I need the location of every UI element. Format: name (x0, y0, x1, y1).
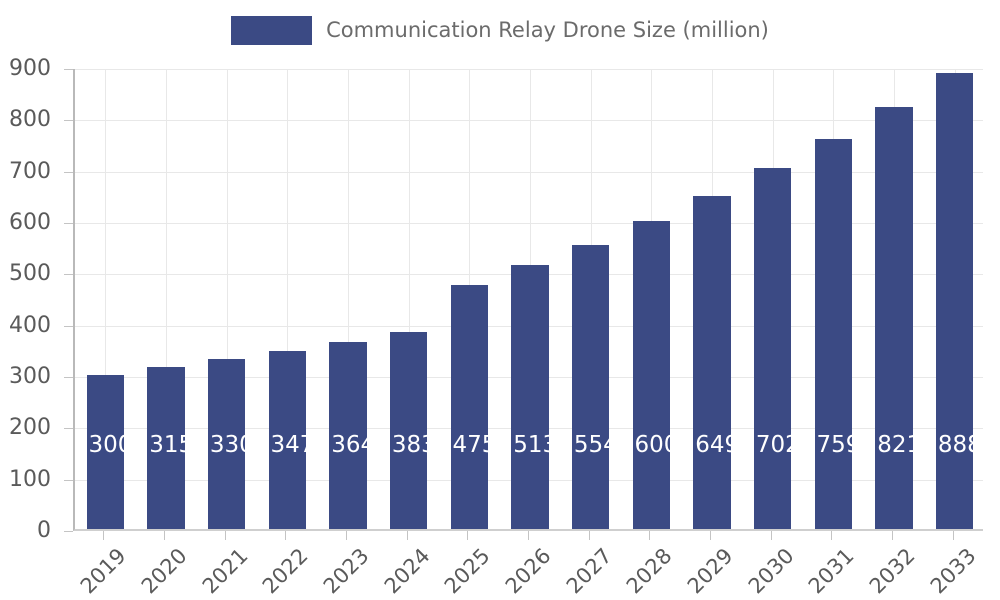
y-tick-mark (64, 171, 73, 173)
bar[interactable]: 300 (86, 375, 125, 529)
bar-value-label: 383 (391, 432, 428, 458)
y-tick-mark (64, 223, 73, 224)
y-tick-label: 0 (37, 518, 51, 543)
chart-legend: Communication Relay Drone Size (million) (0, 10, 1000, 50)
x-gridline (348, 69, 349, 529)
y-tick-mark (64, 120, 73, 122)
bar[interactable]: 702.4 (753, 168, 792, 529)
bar-value-label: 821.6 (877, 432, 913, 458)
bar[interactable]: 347 (268, 350, 307, 529)
y-tick-label: 100 (9, 466, 51, 492)
y-tick-label: 800 (9, 107, 51, 133)
legend-color-swatch (231, 15, 313, 45)
bar[interactable]: 821.6 (875, 107, 913, 529)
x-tick-label: 2019 (76, 543, 131, 599)
x-gridline (287, 69, 289, 529)
x-gridline (408, 69, 410, 529)
y-tick-mark (64, 325, 73, 327)
y-tick-mark (64, 428, 73, 430)
y-tick-label: 500 (9, 261, 51, 287)
x-tick-mark (406, 531, 408, 540)
x-tick-mark (892, 531, 893, 540)
bar-value-label: 759.8 (816, 432, 853, 458)
plot-area: 300 315 330.5 347 364.5 383 475.4 513.4 554.1 600… (73, 69, 983, 531)
legend-label: Communication Relay Drone Size (million) (326, 17, 769, 42)
y-tick-label: 200 (9, 415, 51, 441)
x-tick-mark (952, 531, 954, 540)
x-tick-mark (528, 531, 529, 540)
bar[interactable]: 513.4 (511, 265, 549, 529)
bar-value-label: 600 (634, 432, 671, 458)
bar-value-label: 347 (270, 432, 307, 458)
bar[interactable]: 600 (632, 221, 671, 529)
x-gridline (166, 69, 167, 529)
y-tick-label: 300 (9, 364, 51, 389)
y-gridline (75, 69, 983, 70)
bar-value-label: 888.1 (937, 432, 974, 458)
y-tick-mark (64, 531, 73, 532)
x-tick-mark (710, 531, 711, 540)
x-tick-mark (649, 531, 651, 540)
y-gridline (75, 120, 983, 122)
bar[interactable]: 649.2 (693, 195, 731, 529)
x-tick-mark (103, 531, 105, 540)
y-tick-label: 700 (9, 158, 51, 184)
y-axis: 0 100 200 300 400 500 600 700 800 900 (0, 0, 73, 600)
x-tick-mark (164, 531, 165, 540)
y-tick-mark (64, 377, 73, 378)
x-tick-mark (588, 531, 590, 540)
y-tick-mark (64, 274, 73, 276)
y-tick-mark (64, 69, 73, 70)
bar-value-label: 513.4 (513, 432, 549, 458)
bar[interactable]: 330.5 (207, 359, 246, 529)
x-tick-mark (831, 531, 833, 540)
y-tick-label: 900 (9, 56, 51, 81)
x-tick-mark (224, 531, 226, 540)
bar[interactable]: 364.5 (329, 341, 367, 529)
bar[interactable]: 315 (147, 367, 185, 529)
bar[interactable]: 554.1 (571, 244, 610, 529)
y-tick-label: 600 (9, 210, 51, 235)
bar-value-label: 475.4 (452, 432, 489, 458)
y-gridline (75, 171, 983, 173)
x-gridline (226, 69, 228, 529)
bar[interactable]: 888.1 (935, 73, 974, 529)
bar-value-label: 330.5 (209, 432, 246, 458)
y-tick-label: 400 (9, 312, 51, 338)
x-axis: 2019 2020 2021 2022 2023 2024 2025 2026 2027 2028… (0, 531, 1000, 600)
x-tick-mark (285, 531, 287, 540)
x-tick-mark (770, 531, 772, 540)
bar-value-label: 300 (88, 432, 125, 458)
y-gridline (75, 223, 983, 224)
x-tick-mark (346, 531, 347, 540)
y-tick-mark (64, 479, 73, 481)
bar-value-label: 702.4 (755, 432, 792, 458)
bar[interactable]: 383 (389, 332, 428, 529)
bar-value-label: 649.2 (695, 432, 731, 458)
bar-value-label: 364.5 (331, 432, 367, 458)
x-tick-mark (467, 531, 469, 540)
bar[interactable]: 759.8 (814, 138, 853, 529)
bar[interactable]: 475.4 (450, 284, 489, 529)
bar-value-label: 554.1 (573, 432, 610, 458)
bar-value-label: 315 (149, 432, 185, 458)
x-gridline (105, 69, 107, 529)
